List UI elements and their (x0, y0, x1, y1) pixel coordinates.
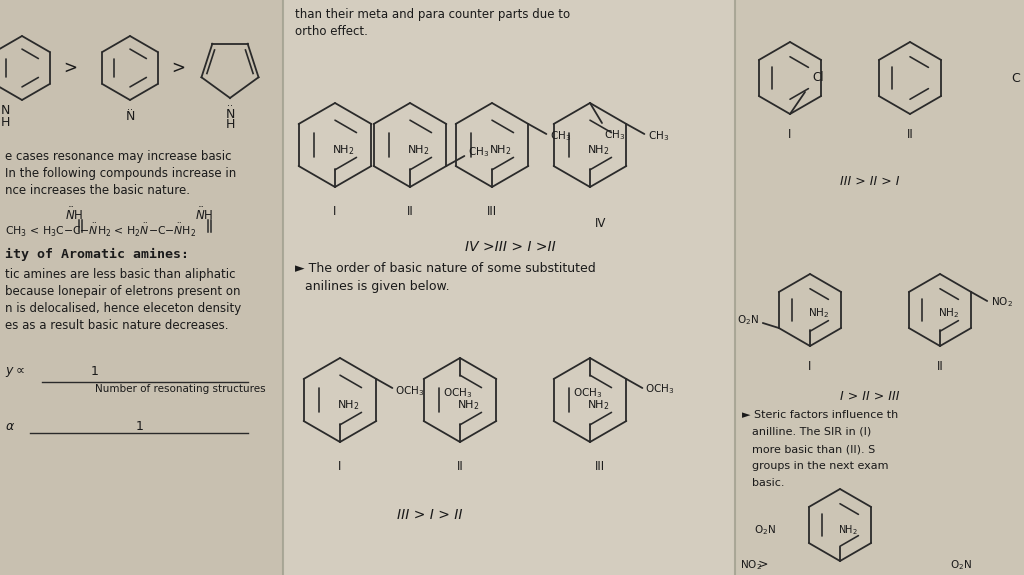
Text: II: II (906, 128, 913, 141)
Text: es as a result basic nature decreases.: es as a result basic nature decreases. (5, 319, 228, 332)
Text: III: III (487, 205, 497, 218)
Text: IV: IV (595, 217, 606, 230)
Text: OCH$_3$: OCH$_3$ (573, 386, 603, 400)
Text: N: N (125, 109, 135, 122)
Text: NH$_2$: NH$_2$ (938, 306, 959, 320)
Text: N: N (225, 108, 234, 121)
Text: because lonepair of eletrons present on: because lonepair of eletrons present on (5, 285, 241, 298)
Text: CH$_3$: CH$_3$ (468, 145, 489, 159)
Text: I: I (334, 205, 337, 218)
Text: basic.: basic. (752, 478, 784, 488)
Text: ··: ·· (127, 105, 133, 115)
Text: I > II > III: I > II > III (841, 390, 900, 403)
Bar (735, 0, 1024, 575)
Text: e cases resonance may increase basic: e cases resonance may increase basic (5, 150, 231, 163)
Text: III > I > II: III > I > II (397, 508, 463, 522)
Text: In the following compounds increase in: In the following compounds increase in (5, 167, 237, 180)
Text: anilline. The SIR in (I): anilline. The SIR in (I) (752, 427, 871, 437)
Text: O$_2$N: O$_2$N (754, 523, 776, 537)
Text: NH$_2$: NH$_2$ (808, 306, 829, 320)
Bar (283, 0, 735, 575)
Text: >: > (758, 558, 768, 571)
Text: II: II (937, 360, 943, 373)
Text: IV >III > I >II: IV >III > I >II (465, 240, 555, 254)
Text: $\ddot{N}$H: $\ddot{N}$H (195, 207, 213, 224)
Text: ity of Aromatic amines:: ity of Aromatic amines: (5, 248, 189, 261)
Text: 1: 1 (91, 365, 99, 378)
Text: OCH$_3$: OCH$_3$ (645, 382, 675, 396)
Text: ► The order of basic nature of some substituted: ► The order of basic nature of some subs… (295, 262, 596, 275)
Text: CH$_3$: CH$_3$ (550, 129, 571, 143)
Text: groups in the next exam: groups in the next exam (752, 461, 889, 471)
Text: $y \propto$: $y \propto$ (5, 365, 25, 379)
Bar (0, 0, 283, 575)
Text: NH$_2$: NH$_2$ (838, 523, 858, 537)
Text: ortho effect.: ortho effect. (295, 25, 368, 38)
Text: I: I (788, 128, 792, 141)
Text: C: C (1012, 71, 1020, 85)
Text: H: H (225, 118, 234, 132)
Text: OCH$_3$: OCH$_3$ (443, 386, 473, 400)
Text: N: N (0, 104, 9, 117)
Text: than their meta and para counter parts due to: than their meta and para counter parts d… (295, 8, 570, 21)
Text: NO$_2$: NO$_2$ (740, 558, 762, 572)
Text: ► Steric factors influence th: ► Steric factors influence th (742, 410, 898, 420)
Text: CH$_3$: CH$_3$ (604, 128, 626, 142)
Text: tic amines are less basic than aliphatic: tic amines are less basic than aliphatic (5, 268, 236, 281)
Text: CH$_3$ < H$_3$C$-$C$-$$\ddot{N}$H$_2$ < H$_2$$\ddot{N}$$-$C$-$$\ddot{N}$H$_2$: CH$_3$ < H$_3$C$-$C$-$$\ddot{N}$H$_2$ < … (5, 222, 197, 239)
Text: CH$_3$: CH$_3$ (648, 129, 670, 143)
Text: nce increases the basic nature.: nce increases the basic nature. (5, 184, 190, 197)
Text: NH$_2$: NH$_2$ (407, 143, 429, 157)
Text: OCH$_3$: OCH$_3$ (395, 384, 425, 398)
Text: NH$_2$: NH$_2$ (337, 398, 359, 412)
Text: >: > (63, 59, 77, 77)
Text: 1: 1 (136, 420, 144, 433)
Text: NH$_2$: NH$_2$ (587, 398, 609, 412)
Text: I: I (338, 460, 342, 473)
Text: O$_2$N: O$_2$N (737, 313, 759, 327)
Text: anilines is given below.: anilines is given below. (305, 280, 450, 293)
Text: O$_2$N: O$_2$N (950, 558, 972, 572)
Text: $\alpha$: $\alpha$ (5, 420, 15, 433)
Text: II: II (457, 460, 464, 473)
Text: Number of resonating structures: Number of resonating structures (95, 384, 265, 394)
Text: III: III (595, 460, 605, 473)
Text: NO$_2$: NO$_2$ (991, 295, 1013, 309)
Text: NH$_2$: NH$_2$ (332, 143, 354, 157)
Text: II: II (407, 205, 414, 218)
Text: more basic than (II). S: more basic than (II). S (752, 444, 876, 454)
Text: Cl: Cl (812, 71, 823, 84)
Text: NH$_2$: NH$_2$ (457, 398, 479, 412)
Text: I: I (808, 360, 812, 373)
Text: NH$_2$: NH$_2$ (587, 143, 609, 157)
Text: NH$_2$: NH$_2$ (489, 143, 512, 157)
Text: >: > (171, 59, 185, 77)
Text: H: H (0, 116, 9, 128)
Text: n is delocalised, hence eleceton density: n is delocalised, hence eleceton density (5, 302, 242, 315)
Text: ··: ·· (227, 101, 233, 111)
Text: $\ddot{N}$H: $\ddot{N}$H (65, 207, 83, 224)
Text: III > II > I: III > II > I (841, 175, 900, 188)
